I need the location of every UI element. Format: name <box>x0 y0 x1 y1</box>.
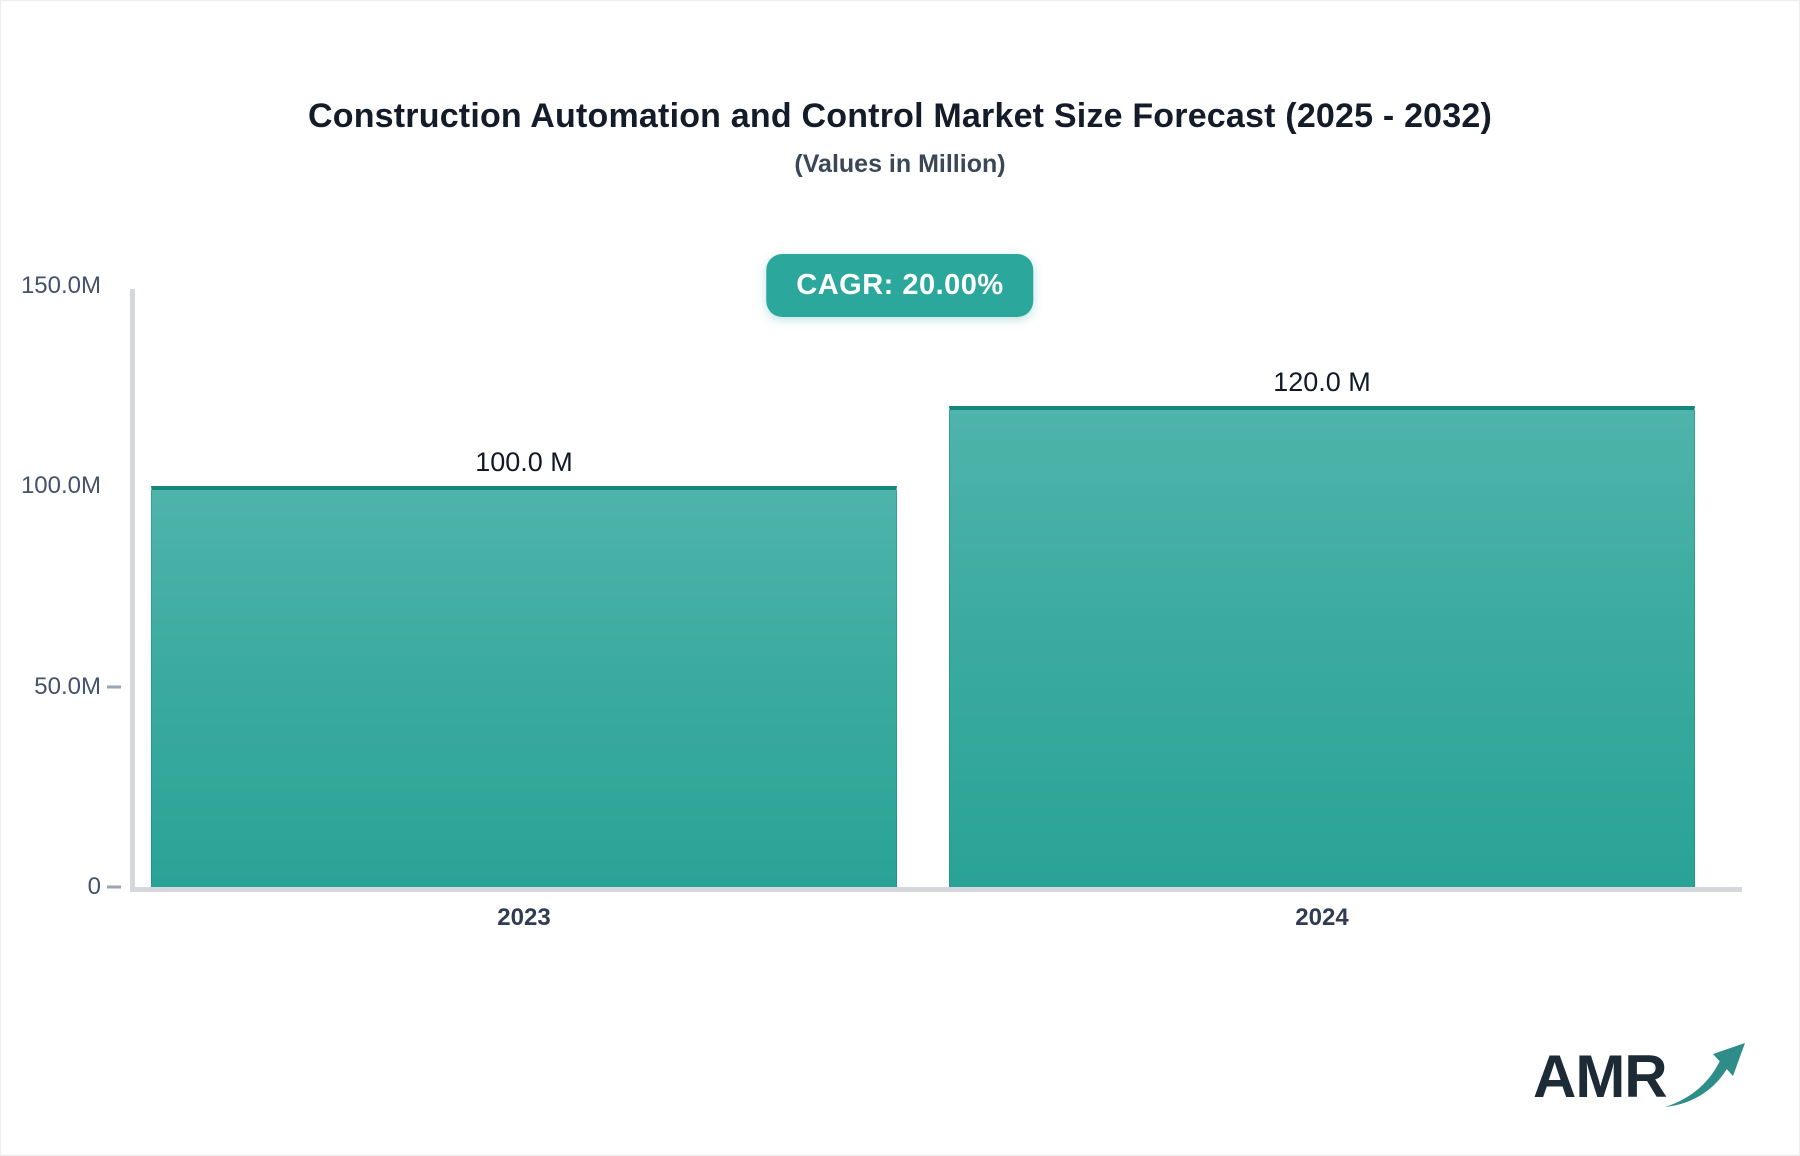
y-axis-label: 50.0M <box>34 672 101 700</box>
cagr-badge: CAGR: 20.00% <box>766 254 1034 317</box>
x-axis-label: 2023 <box>497 904 551 931</box>
amr-logo-text: AMR <box>1533 1043 1668 1110</box>
chart-title: Construction Automation and Control Mark… <box>307 97 1493 135</box>
x-axis-label: 2024 <box>1295 904 1349 931</box>
y-axis-tick <box>107 885 121 889</box>
y-axis-label: 0 <box>87 873 101 900</box>
bar-2024[interactable] <box>949 406 1695 887</box>
y-axis-label: 150.0M <box>20 272 101 299</box>
x-axis-line <box>130 887 1742 892</box>
growth-arrow-icon <box>1664 1043 1745 1107</box>
y-axis-label: 100.0M <box>20 472 101 500</box>
y-axis-tick <box>107 685 121 689</box>
y-axis-line <box>130 289 135 892</box>
chart-subtitle: (Values in Million) <box>794 150 1006 178</box>
amr-logo: AMR <box>1533 1039 1747 1115</box>
bar-2023[interactable] <box>151 486 897 887</box>
bar-value-label: 100.0 M <box>475 447 573 478</box>
bar-value-label: 120.0 M <box>1273 367 1371 398</box>
